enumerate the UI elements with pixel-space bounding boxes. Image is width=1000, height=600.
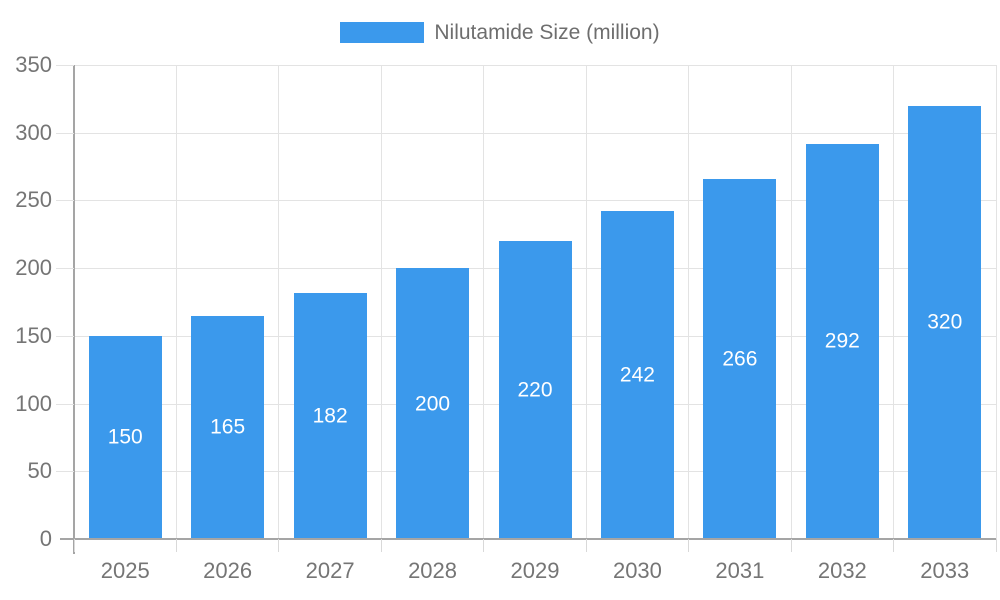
y-axis-tick bbox=[56, 132, 74, 134]
y-axis-tick-label: 300 bbox=[15, 119, 52, 145]
y-axis-tick-label: 200 bbox=[15, 255, 52, 281]
y-axis-tick-label: 150 bbox=[15, 322, 52, 348]
x-axis-tick bbox=[585, 539, 587, 552]
x-axis-tick bbox=[995, 539, 997, 552]
legend-label[interactable]: Nilutamide Size (million) bbox=[434, 20, 660, 44]
x-axis-tick bbox=[73, 539, 75, 552]
x-axis-category-label: 2031 bbox=[715, 558, 765, 583]
legend-swatch-icon bbox=[340, 21, 425, 43]
y-axis-tick bbox=[56, 403, 74, 405]
x-axis-tick bbox=[380, 539, 382, 552]
y-axis-tick bbox=[56, 65, 74, 66]
x-axis-tick bbox=[688, 539, 690, 552]
x-axis-line bbox=[60, 538, 996, 540]
gridline-vertical bbox=[688, 65, 690, 539]
bar[interactable] bbox=[600, 211, 674, 539]
bar[interactable] bbox=[396, 268, 470, 539]
y-axis-tick-label: 0 bbox=[39, 526, 52, 551]
gridline-vertical bbox=[483, 65, 485, 539]
gridline-vertical bbox=[585, 65, 587, 539]
gridline-horizontal bbox=[74, 200, 996, 202]
gridline-vertical bbox=[995, 65, 997, 539]
gridline-vertical bbox=[380, 65, 382, 539]
bar[interactable] bbox=[293, 292, 367, 539]
x-axis-category-label: 2027 bbox=[305, 558, 355, 583]
gridline-vertical bbox=[790, 65, 792, 539]
gridline-vertical bbox=[893, 65, 895, 539]
x-axis-tick bbox=[893, 539, 895, 552]
x-axis-tick bbox=[278, 539, 280, 552]
bar[interactable] bbox=[703, 178, 777, 539]
x-axis-category-label: 2032 bbox=[817, 558, 867, 583]
plot-area: 150 165 182 200 220 242 266 292 320 bbox=[74, 65, 997, 539]
gridline-vertical bbox=[278, 65, 280, 539]
bar[interactable] bbox=[805, 143, 879, 539]
x-axis-category-label: 2028 bbox=[408, 558, 458, 583]
bar[interactable] bbox=[191, 315, 265, 539]
x-axis-category-label: 2026 bbox=[203, 558, 253, 583]
bar[interactable] bbox=[498, 241, 572, 539]
x-axis-tick bbox=[483, 539, 485, 552]
bar[interactable] bbox=[88, 335, 162, 539]
y-axis-tick bbox=[56, 335, 74, 337]
y-axis-line bbox=[73, 65, 75, 554]
x-axis-category-label: 2030 bbox=[612, 558, 662, 583]
legend[interactable]: Nilutamide Size (million) bbox=[0, 12, 1000, 52]
y-axis-tick bbox=[56, 200, 74, 202]
y-axis-tick-label: 50 bbox=[27, 458, 52, 484]
x-axis-category-label: 2029 bbox=[510, 558, 560, 583]
y-axis-tick bbox=[56, 471, 74, 473]
gridline-horizontal bbox=[74, 65, 996, 66]
y-axis-tick-label: 100 bbox=[15, 390, 52, 416]
bar[interactable] bbox=[908, 105, 982, 539]
y-axis-tick-label: 350 bbox=[15, 52, 52, 77]
y-axis-tick-label: 250 bbox=[15, 187, 52, 213]
gridline-horizontal bbox=[74, 132, 996, 134]
gridline-vertical bbox=[175, 65, 177, 539]
x-axis-tick bbox=[175, 539, 177, 552]
y-axis-tick bbox=[56, 268, 74, 270]
x-axis-tick bbox=[790, 539, 792, 552]
x-axis-category-label: 2025 bbox=[100, 558, 150, 583]
x-axis-category-label: 2033 bbox=[920, 558, 970, 583]
